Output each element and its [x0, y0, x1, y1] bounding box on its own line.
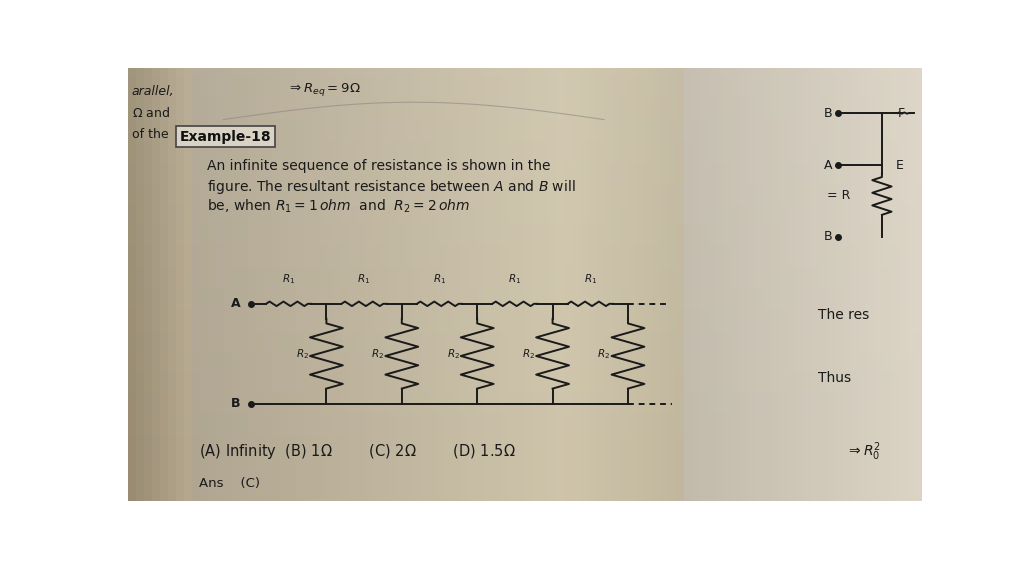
- Text: $R_2$: $R_2$: [296, 347, 309, 360]
- Text: $R_1$: $R_1$: [357, 272, 371, 285]
- Text: $\Omega$ and: $\Omega$ and: [132, 106, 170, 120]
- Text: arallel,: arallel,: [132, 85, 175, 98]
- Text: An infinite sequence of resistance is shown in the: An infinite sequence of resistance is sh…: [207, 159, 551, 173]
- Text: Example-18: Example-18: [179, 130, 271, 144]
- Text: (A) Infinity  (B) 1$\Omega$        (C) 2$\Omega$        (D) 1.5$\Omega$: (A) Infinity (B) 1$\Omega$ (C) 2$\Omega$…: [200, 442, 516, 461]
- Text: $R_1$: $R_1$: [508, 272, 521, 285]
- Text: $R_1$: $R_1$: [433, 272, 446, 285]
- Text: Thus: Thus: [818, 370, 852, 385]
- Text: B: B: [823, 230, 831, 243]
- Text: $R_2$: $R_2$: [597, 347, 610, 360]
- Text: be, when $R_1 = 1\,ohm$  and  $R_2 = 2\,ohm$: be, when $R_1 = 1\,ohm$ and $R_2 = 2\,oh…: [207, 198, 470, 215]
- Text: Ans    (C): Ans (C): [200, 477, 260, 490]
- Text: = R: = R: [826, 189, 850, 202]
- Text: A: A: [823, 159, 831, 172]
- Text: B: B: [823, 106, 831, 119]
- Text: figure. The resultant resistance between $A$ and $B$ will: figure. The resultant resistance between…: [207, 178, 575, 196]
- Text: E: E: [896, 159, 904, 172]
- Text: $R_1$: $R_1$: [584, 272, 597, 285]
- Text: of the: of the: [132, 128, 169, 141]
- Text: $R_2$: $R_2$: [522, 347, 536, 360]
- Text: $R_1$: $R_1$: [282, 272, 295, 285]
- Text: $R_2$: $R_2$: [372, 347, 384, 360]
- Text: $\Rightarrow R_0^2$: $\Rightarrow R_0^2$: [846, 440, 881, 463]
- Text: $\Rightarrow R_{eq} = 9\Omega$: $\Rightarrow R_{eq} = 9\Omega$: [287, 81, 360, 98]
- Text: B: B: [231, 397, 241, 410]
- Text: The res: The res: [818, 307, 869, 321]
- Text: F: F: [898, 106, 905, 119]
- Text: A: A: [231, 297, 241, 310]
- Text: $R_2$: $R_2$: [446, 347, 460, 360]
